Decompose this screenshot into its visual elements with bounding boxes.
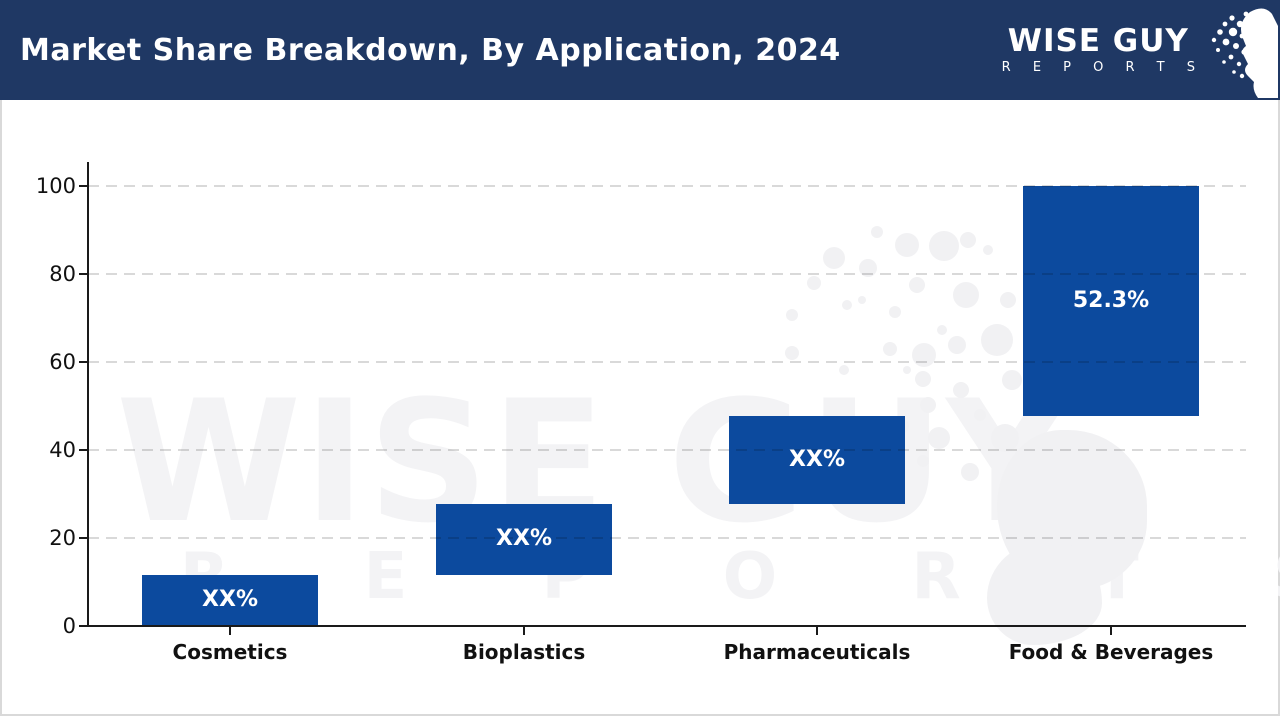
watermark-dot [961,463,979,481]
watermark-dot [991,424,1019,452]
watermark-dot [928,427,950,449]
watermark-dot [823,247,845,269]
watermark-dot [960,232,976,248]
watermark-dot [1002,370,1022,390]
watermark-dot [839,365,849,375]
watermark-dot [948,336,966,354]
logo-text: WISE GUY R E P O R T S [993,24,1204,76]
logo-name: WISE GUY [1007,23,1189,59]
watermark-dot [912,343,936,367]
watermark-dot [807,276,821,290]
watermark-face-blob [987,540,1102,645]
watermark-dot [915,371,931,387]
watermark-dot [929,231,959,261]
watermark-dot [1000,292,1016,308]
watermark-dot [937,325,947,335]
watermark-dot [892,452,902,462]
watermark-dot [859,259,877,277]
watermark-dot [909,277,925,293]
watermark-dot [893,418,909,434]
logo-face-icon [1211,8,1278,98]
watermark-dot [858,296,866,304]
watermark-dot [981,324,1013,356]
header-bar: Market Share Breakdown, By Application, … [0,0,1280,100]
watermark-dot [974,409,986,421]
watermark-dot [953,282,979,308]
logo-tagline: R E P O R T S [1001,60,1204,75]
watermark-dot [920,397,936,413]
chart-title: Market Share Breakdown, By Application, … [20,32,841,68]
chart-canvas: WISE GUY R E P O R T S [0,100,1280,716]
watermark-dot [786,309,798,321]
watermark-dot [953,382,969,398]
watermark-dot [983,245,993,255]
watermark-dot [883,342,897,356]
watermark-dot [903,366,911,374]
watermark-dot [848,424,860,436]
watermark-dot [871,226,883,238]
watermark-dot [842,300,852,310]
watermark-dot [895,233,919,257]
watermark-dot [785,346,799,360]
watermark-dot [917,455,929,467]
watermark-dot [889,306,901,318]
wise-guy-reports-logo: WISE GUY R E P O R T S [993,2,1280,98]
